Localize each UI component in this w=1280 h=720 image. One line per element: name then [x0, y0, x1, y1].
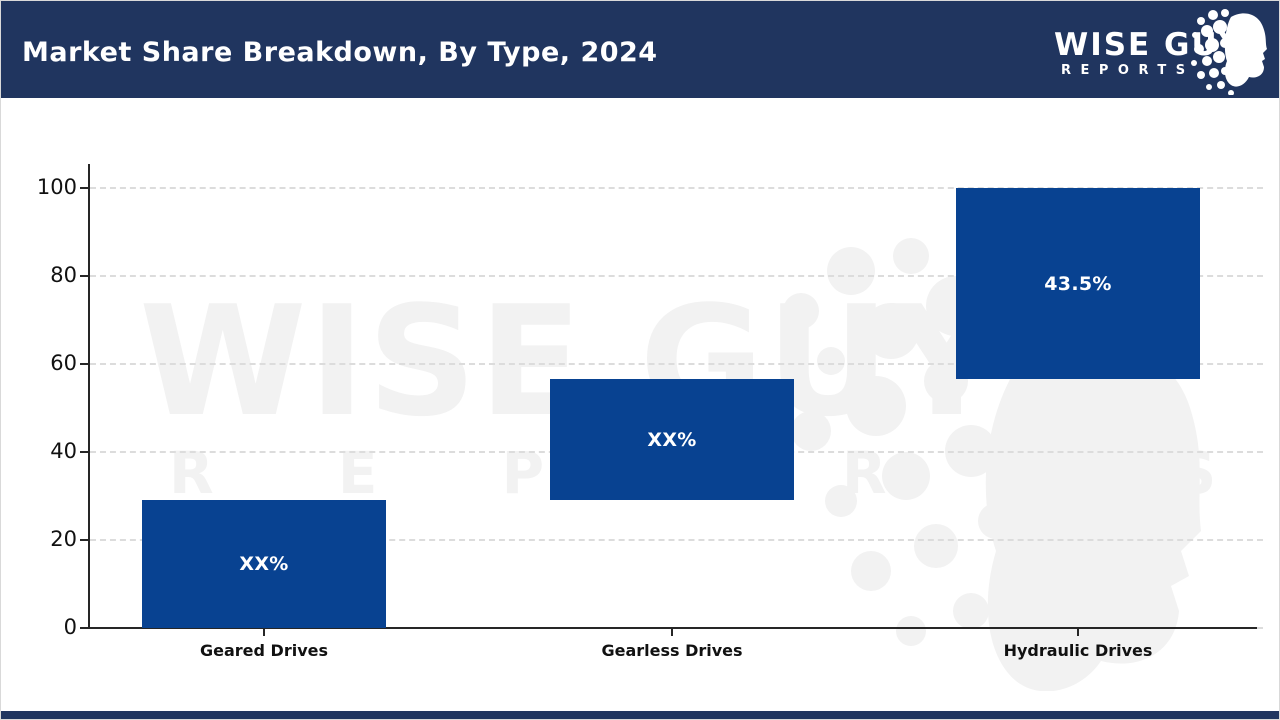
chart-title: Market Share Breakdown, By Type, 2024: [22, 37, 658, 68]
gridline: [90, 275, 1263, 277]
gridline: [90, 539, 1263, 541]
y-tick-label: 80: [50, 263, 77, 287]
bar-value-label: 43.5%: [1044, 272, 1112, 295]
wiseguy-logo: WISE GUY REPORTS: [1019, 5, 1269, 95]
x-tick-mark: [1077, 629, 1079, 636]
logo-head-icon: [1191, 9, 1267, 95]
y-tick-label: 60: [50, 351, 77, 375]
logo-subtext: REPORTS: [1061, 63, 1195, 78]
y-tick-mark: [80, 451, 89, 453]
y-tick-mark: [80, 275, 89, 277]
x-category-label: Hydraulic Drives: [1003, 641, 1153, 660]
y-axis-line: [88, 164, 90, 629]
x-category-label: Gearless Drives: [601, 641, 743, 660]
y-tick-mark: [80, 627, 89, 629]
footer-bar: [1, 711, 1279, 719]
x-axis-line: [88, 627, 1257, 629]
y-tick-mark: [80, 539, 89, 541]
x-category-label: Geared Drives: [199, 641, 328, 660]
gridline: [90, 187, 1263, 189]
bar-value-label: XX%: [647, 428, 697, 451]
bar-gearless-drives: XX%: [550, 379, 794, 501]
y-tick-label: 20: [50, 527, 77, 551]
y-tick-mark: [80, 363, 89, 365]
y-tick-label: 100: [36, 175, 77, 199]
y-tick-label: 40: [50, 439, 77, 463]
gridline: [90, 363, 1263, 365]
bar-value-label: XX%: [239, 553, 289, 576]
x-tick-mark: [671, 629, 673, 636]
header-bar: Market Share Breakdown, By Type, 2024 WI…: [1, 1, 1279, 98]
x-tick-mark: [263, 629, 265, 636]
bar-geared-drives: XX%: [142, 500, 386, 628]
y-tick-mark: [80, 187, 89, 189]
bar-hydraulic-drives: 43.5%: [956, 188, 1200, 380]
y-tick-label: 0: [63, 615, 77, 639]
